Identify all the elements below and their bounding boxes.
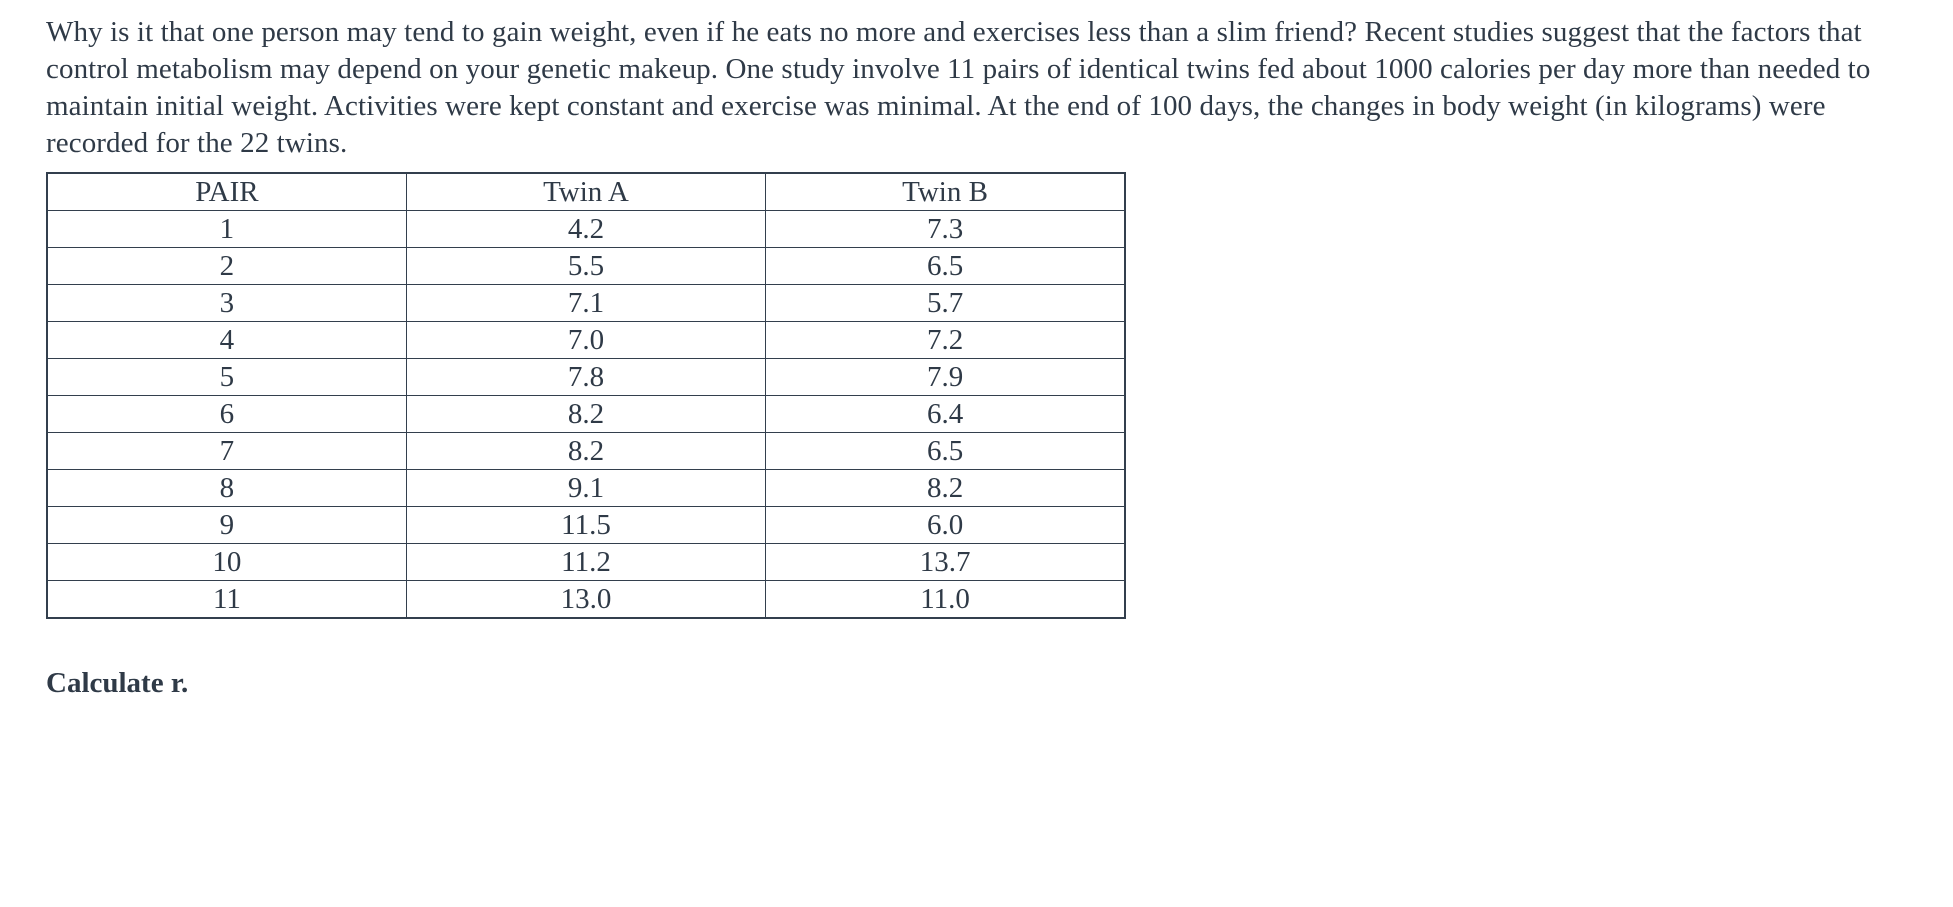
cell-twin-b: 7.3: [765, 210, 1126, 248]
cell-pair: 3: [46, 284, 407, 322]
table-row: 8 9.1 8.2: [46, 469, 1126, 507]
cell-twin-a: 7.0: [405, 321, 767, 359]
table-row: 6 8.2 6.4: [46, 395, 1126, 433]
cell-twin-b: 6.5: [765, 432, 1126, 470]
table-row: 10 11.2 13.7: [46, 543, 1126, 581]
cell-twin-b: 5.7: [765, 284, 1126, 322]
problem-statement: Why is it that one person may tend to ga…: [46, 16, 1871, 159]
cell-pair: 5: [46, 358, 407, 396]
cell-pair: 11: [46, 580, 407, 619]
cell-twin-a: 8.2: [405, 432, 767, 470]
table-header: PAIR Twin A Twin B: [46, 172, 1126, 211]
cell-twin-a: 9.1: [405, 469, 767, 507]
cell-twin-a: 11.5: [405, 506, 767, 544]
table-row: 4 7.0 7.2: [46, 321, 1126, 359]
cell-twin-b: 8.2: [765, 469, 1126, 507]
cell-pair: 9: [46, 506, 407, 544]
cell-pair: 1: [46, 210, 407, 248]
column-header-pair: PAIR: [46, 172, 407, 211]
table-row: 5 7.8 7.9: [46, 358, 1126, 396]
table-body: 1 4.2 7.3 2 5.5 6.5 3 7.1 5.7 4 7.0 7.2 …: [46, 210, 1126, 619]
cell-twin-a: 8.2: [405, 395, 767, 433]
cell-twin-b: 6.0: [765, 506, 1126, 544]
column-header-twin-b: Twin B: [765, 172, 1126, 211]
cell-twin-b: 6.5: [765, 247, 1126, 285]
cell-pair: 2: [46, 247, 407, 285]
column-header-twin-a: Twin A: [405, 172, 767, 211]
table-row: 11 13.0 11.0: [46, 580, 1126, 619]
cell-twin-a: 4.2: [405, 210, 767, 248]
table-header-row: PAIR Twin A Twin B: [46, 172, 1126, 211]
table-row: 7 8.2 6.5: [46, 432, 1126, 470]
cell-twin-b: 6.4: [765, 395, 1126, 433]
table-row: 2 5.5 6.5: [46, 247, 1126, 285]
twins-data-table: PAIR Twin A Twin B 1 4.2 7.3 2 5.5 6.5 3…: [46, 172, 1126, 619]
cell-pair: 8: [46, 469, 407, 507]
cell-twin-b: 13.7: [765, 543, 1126, 581]
cell-twin-b: 7.9: [765, 358, 1126, 396]
cell-twin-a: 11.2: [405, 543, 767, 581]
cell-twin-b: 7.2: [765, 321, 1126, 359]
calculate-r-prompt: Calculate r.: [46, 667, 189, 699]
table-row: 3 7.1 5.7: [46, 284, 1126, 322]
table-row: 9 11.5 6.0: [46, 506, 1126, 544]
cell-twin-a: 13.0: [405, 580, 767, 619]
cell-twin-a: 7.1: [405, 284, 767, 322]
cell-pair: 7: [46, 432, 407, 470]
cell-pair: 6: [46, 395, 407, 433]
cell-twin-a: 7.8: [405, 358, 767, 396]
cell-pair: 4: [46, 321, 407, 359]
table-row: 1 4.2 7.3: [46, 210, 1126, 248]
cell-twin-b: 11.0: [765, 580, 1126, 619]
document-page: Why is it that one person may tend to ga…: [46, 16, 1871, 699]
cell-pair: 10: [46, 543, 407, 581]
cell-twin-a: 5.5: [405, 247, 767, 285]
